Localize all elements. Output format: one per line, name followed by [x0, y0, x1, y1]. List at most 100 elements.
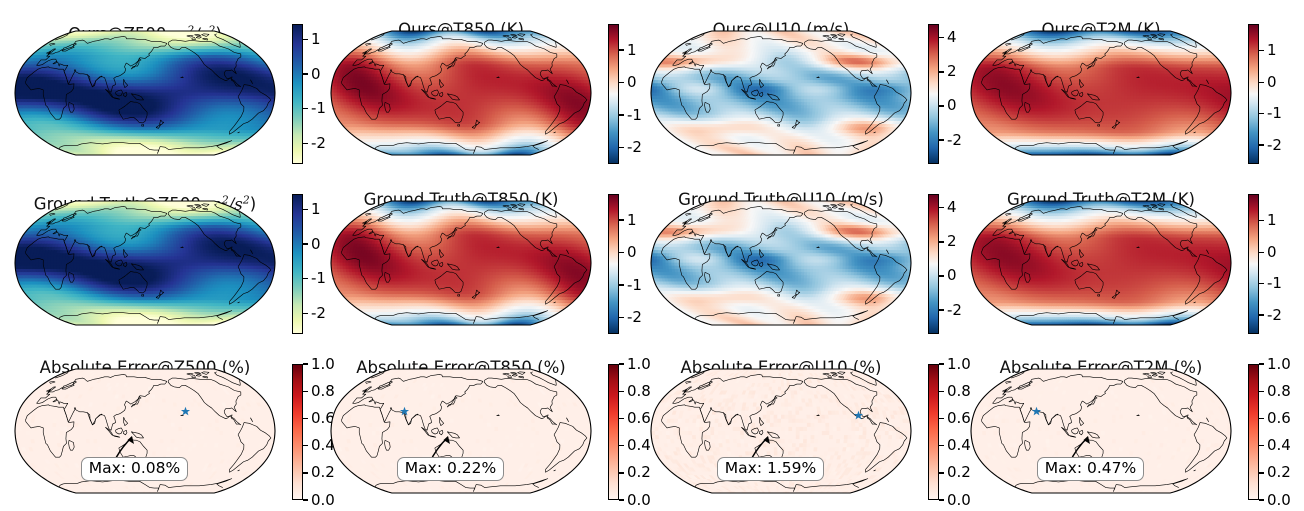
tick-label: 0 — [311, 236, 321, 252]
tick-label: 1 — [1267, 43, 1277, 58]
tick-label: 0 — [947, 98, 957, 113]
tick-mark — [1259, 390, 1264, 392]
tick-mark — [619, 219, 624, 221]
colorbar-ticks: 1 0 -1 -2 — [1259, 194, 1304, 334]
tick-mark — [1259, 220, 1264, 222]
colorbar-ticks: 1 0 -1 -2 — [1259, 24, 1304, 164]
tick-mark — [939, 71, 944, 73]
colorbar-gradient — [292, 364, 303, 500]
map-panel-t2m-ground-truth — [970, 200, 1232, 326]
colorbar-gradient — [1248, 194, 1259, 334]
tick-mark — [303, 444, 308, 447]
map-raster — [650, 368, 912, 494]
colorbar-ticks: 1 0 -1 -2 — [303, 24, 363, 164]
tick-label: -2 — [627, 310, 642, 325]
tick-mark — [619, 114, 624, 116]
tick-mark — [1259, 444, 1264, 447]
colorbar-gradient — [608, 24, 619, 164]
map-raster — [330, 368, 592, 494]
tick-label: 0.8 — [947, 383, 971, 399]
tick-label: 0.6 — [311, 410, 335, 426]
tick-label: 0.0 — [947, 492, 971, 508]
max-error-star-marker — [853, 410, 864, 421]
tick-label: -2 — [627, 140, 642, 155]
tick-label: 1.0 — [1267, 356, 1291, 372]
tick-mark — [619, 284, 624, 286]
map-raster — [14, 30, 276, 156]
tick-mark — [303, 73, 308, 75]
colorbar-z500-row0: 1 0 -1 -2 — [292, 24, 326, 164]
tick-mark — [1259, 472, 1264, 474]
tick-mark — [619, 81, 624, 84]
tick-label: 0.8 — [311, 383, 335, 399]
tick-mark — [303, 499, 308, 501]
tick-mark — [1259, 282, 1264, 285]
map-panel-z500-ours — [14, 30, 276, 156]
max-error-star-marker — [180, 406, 191, 417]
tick-label: 0.6 — [1267, 410, 1291, 426]
tick-label: -2 — [1267, 307, 1282, 323]
tick-mark — [939, 275, 944, 277]
tick-mark — [1259, 417, 1264, 420]
tick-mark — [619, 444, 624, 447]
max-error-label: Max: 0.47% — [1036, 456, 1145, 481]
tick-label: -1 — [1267, 276, 1282, 291]
map-raster — [330, 200, 592, 326]
colorbar-u10-row1: 4 2 0 -2 — [928, 194, 962, 334]
tick-mark — [619, 49, 624, 51]
tick-label: 1 — [627, 42, 637, 58]
tick-label: 1.0 — [627, 356, 651, 372]
tick-mark — [303, 38, 308, 41]
tick-mark — [939, 139, 944, 141]
colorbar-u10-error: 1.0 0.8 0.6 0.4 0.2 0.0 — [928, 356, 971, 507]
tick-label: 0 — [1267, 244, 1277, 260]
tick-label: -1 — [627, 107, 642, 123]
tick-mark — [303, 243, 308, 245]
tick-mark — [619, 417, 624, 420]
tick-label: 0.2 — [1267, 465, 1291, 480]
tick-label: 1 — [627, 212, 637, 228]
map-panel-t850-ours — [330, 30, 592, 156]
tick-label: 0.2 — [947, 465, 971, 480]
tick-mark — [619, 363, 624, 365]
tick-mark — [1259, 144, 1264, 146]
map-raster — [14, 200, 276, 326]
colorbar-t850-row1: 1 0 -1 -2 — [608, 194, 642, 334]
tick-label: -2 — [947, 132, 962, 148]
colorbar-t2m-error: 1.0 0.8 0.6 0.4 0.2 0.0 — [1248, 356, 1291, 507]
tick-label: 0.8 — [1267, 383, 1291, 399]
tick-label: -1 — [311, 271, 326, 286]
colorbar-u10-row0: 4 2 0 -2 — [928, 24, 962, 164]
tick-mark — [939, 206, 944, 209]
tick-mark — [939, 363, 944, 365]
tick-mark — [619, 251, 624, 254]
colorbar-ticks: 1.0 0.8 0.6 0.4 0.2 0.0 — [1259, 356, 1304, 507]
map-panel-u10-ours — [650, 30, 912, 156]
tick-label: 0 — [311, 66, 321, 82]
tick-mark — [303, 142, 308, 144]
tick-mark — [619, 390, 624, 392]
colorbar-gradient — [1248, 364, 1259, 500]
tick-mark — [939, 417, 944, 420]
map-panel-u10-absolute-error: Max: 1.59% — [650, 368, 912, 494]
colorbar-t2m-row1: 1 0 -1 -2 — [1248, 194, 1282, 334]
tick-mark — [303, 417, 308, 420]
tick-label: -2 — [311, 135, 326, 151]
tick-mark — [1259, 251, 1264, 253]
tick-label: -2 — [947, 302, 962, 318]
colorbar-gradient — [292, 24, 303, 164]
tick-label: 4 — [947, 30, 957, 45]
tick-mark — [1259, 363, 1264, 365]
map-panel-t850-absolute-error: Max: 0.22% — [330, 368, 592, 494]
max-error-label: Max: 0.08% — [80, 456, 189, 481]
colorbar-gradient — [608, 364, 619, 500]
tick-mark — [619, 472, 624, 474]
map-panel-u10-ground-truth — [650, 200, 912, 326]
map-panel-z500-absolute-error: Max: 0.08% — [14, 368, 276, 494]
colorbar-gradient — [928, 364, 939, 500]
map-raster — [650, 30, 912, 156]
colorbar-gradient — [928, 194, 939, 334]
colorbar-gradient — [608, 194, 619, 334]
tick-mark — [619, 147, 624, 149]
map-panel-t2m-ours — [970, 30, 1232, 156]
